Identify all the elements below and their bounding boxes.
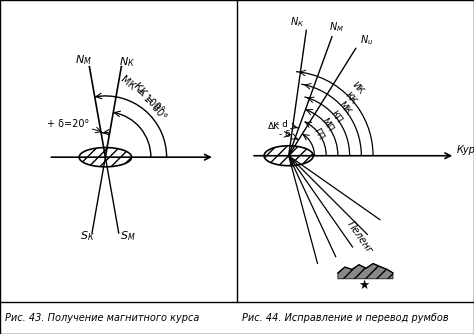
Text: КК: КК <box>343 90 358 106</box>
Text: Рис. 44. Исправление и перевод румбов: Рис. 44. Исправление и перевод румбов <box>242 313 448 323</box>
Text: КК = 80°: КК = 80° <box>131 81 168 122</box>
Text: Курс: Курс <box>456 145 474 155</box>
Polygon shape <box>338 264 393 279</box>
Text: - δ: - δ <box>279 130 291 139</box>
Text: $N_К$: $N_К$ <box>290 16 304 29</box>
Text: $N_К$: $N_К$ <box>119 55 136 69</box>
Text: МК = 100°: МК = 100° <box>118 74 165 116</box>
Text: Рис. 43. Получение магнитного курса: Рис. 43. Получение магнитного курса <box>5 313 199 323</box>
Text: ГП: ГП <box>311 126 325 141</box>
Text: ΔK: ΔK <box>268 122 280 131</box>
Polygon shape <box>338 264 393 273</box>
Text: $N_М$: $N_М$ <box>75 53 91 67</box>
Text: - d: - d <box>276 120 288 129</box>
Text: $S_М$: $S_М$ <box>120 229 135 243</box>
Text: МП: МП <box>320 117 335 134</box>
Ellipse shape <box>264 146 313 166</box>
Text: ИК: ИК <box>350 80 365 96</box>
Text: КП: КП <box>328 109 343 125</box>
Text: $S_К$: $S_К$ <box>80 229 95 243</box>
Ellipse shape <box>79 148 132 167</box>
Text: ★: ★ <box>358 279 369 292</box>
Text: $N_u$: $N_u$ <box>360 34 373 47</box>
Text: Пеленг: Пеленг <box>345 219 374 256</box>
Text: $N_М$: $N_М$ <box>329 20 344 33</box>
Text: МК: МК <box>336 100 352 116</box>
Text: + δ=20°: + δ=20° <box>47 120 90 130</box>
